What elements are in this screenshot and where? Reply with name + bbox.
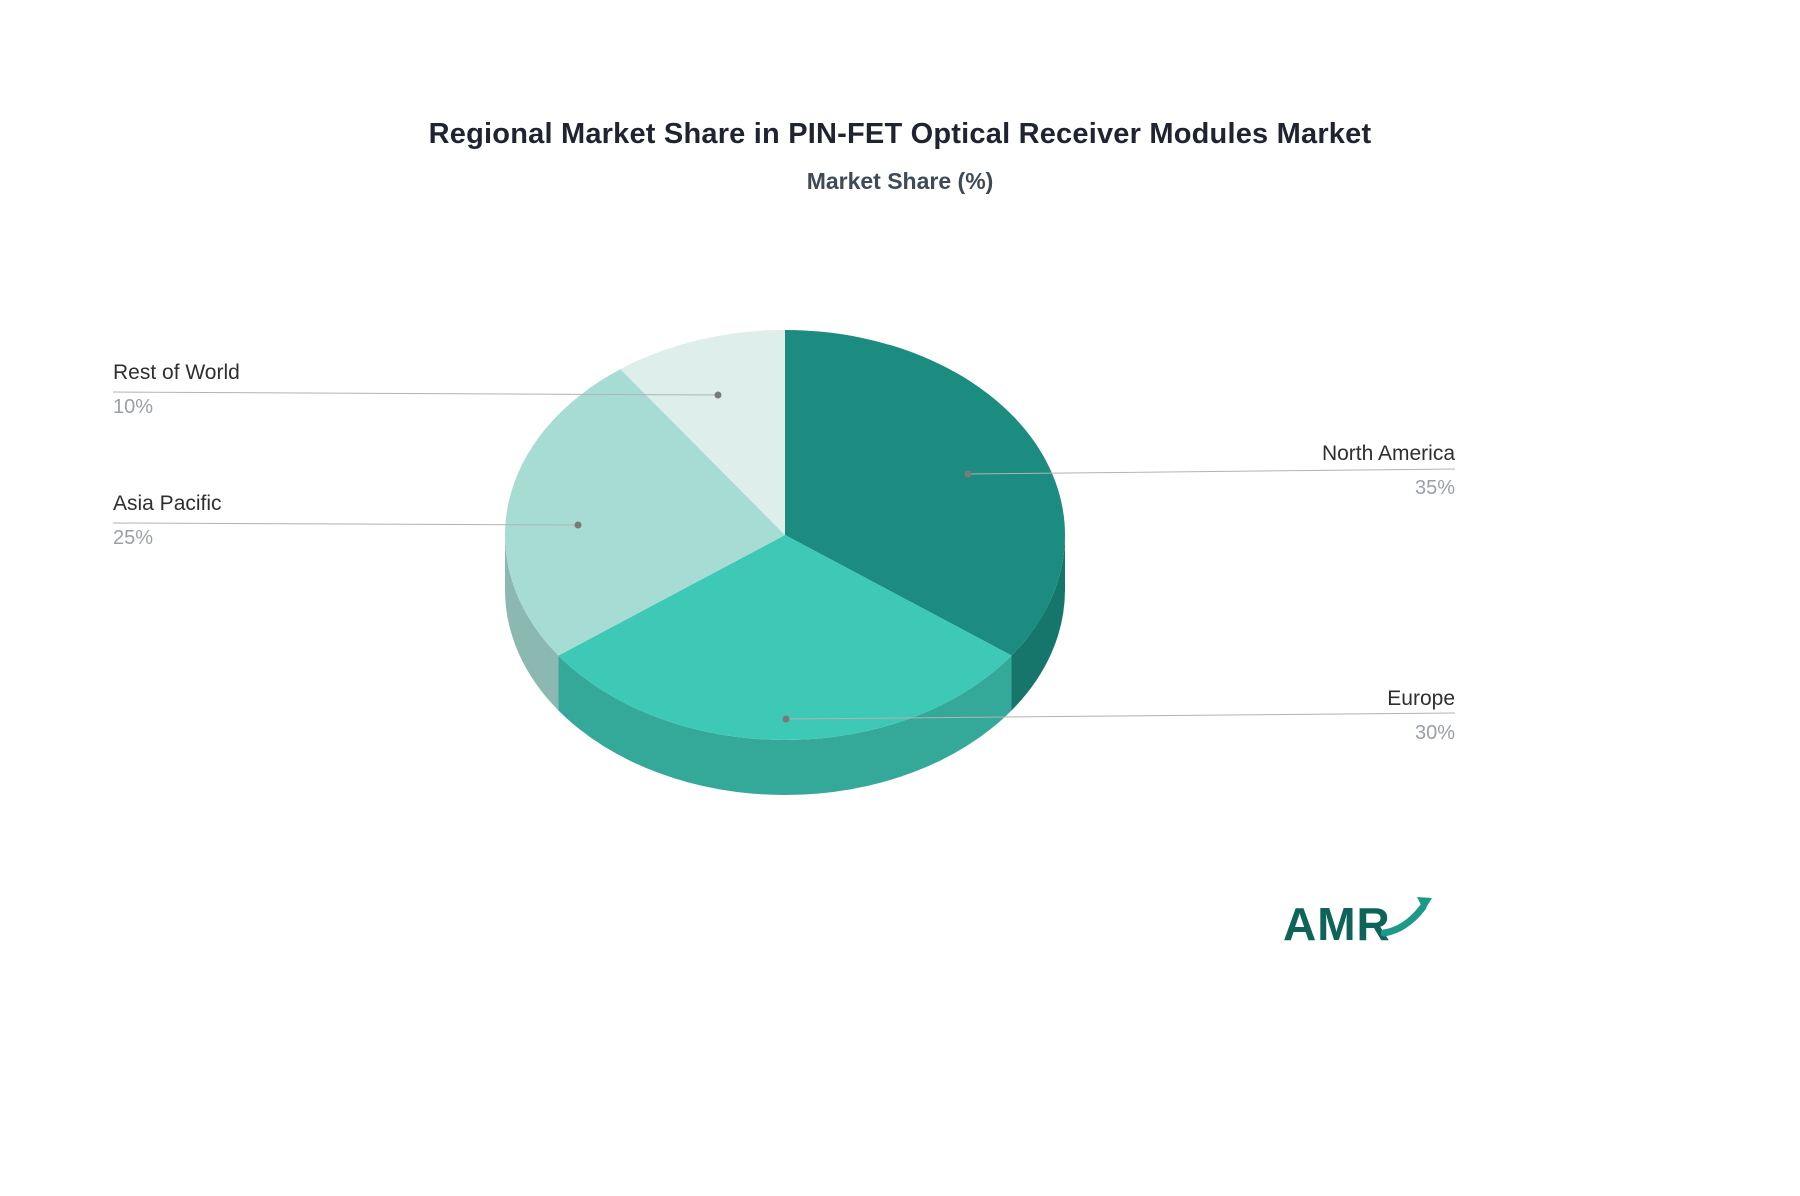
leader-line-north-america	[967, 468, 1456, 475]
pie-slice-asia-pacific	[505, 369, 785, 656]
label-europe-pct: 30%	[1414, 722, 1455, 744]
pie-slice-side-europe	[558, 655, 1012, 795]
label-north-america: North America 35%	[1322, 443, 1455, 498]
label-europe: Europe 30%	[1387, 688, 1455, 743]
label-rest-of-world: Rest of World 10%	[113, 362, 240, 417]
pie-slice-north-america	[785, 330, 1065, 656]
leader-dot-north-america	[964, 470, 972, 478]
label-rest-of-world-name: Rest of World	[113, 361, 240, 384]
leader-dot-asia-pacific	[574, 521, 582, 529]
label-europe-name: Europe	[1387, 687, 1455, 710]
leader-dot-rest-of-world	[714, 391, 722, 399]
chart-subtitle: Market Share (%)	[806, 168, 994, 194]
amr-logo: AMR	[1283, 897, 1433, 951]
leader-dot-europe	[782, 715, 790, 723]
amr-logo-text: AMR	[1283, 898, 1391, 950]
pie-slice-europe	[558, 535, 1012, 741]
label-north-america-name: North America	[1321, 442, 1455, 465]
pie-slice-side-asia-pacific	[505, 535, 559, 711]
leader-line-europe	[785, 712, 1456, 720]
label-rest-of-world-pct: 10%	[113, 396, 154, 418]
pie-slice-side-north-america	[1011, 535, 1065, 711]
leader-line-rest-of-world	[112, 391, 719, 396]
amr-logo-arrow-icon	[1380, 897, 1432, 937]
pie-slice-rest-of-world	[620, 330, 785, 535]
chart-title: Regional Market Share in PIN-FET Optical…	[428, 118, 1372, 150]
leader-line-asia-pacific	[112, 522, 579, 526]
label-asia-pacific: Asia Pacific 25%	[113, 493, 222, 548]
label-asia-pacific-pct: 25%	[113, 527, 154, 549]
label-north-america-pct: 35%	[1414, 477, 1455, 499]
label-asia-pacific-name: Asia Pacific	[113, 492, 222, 515]
